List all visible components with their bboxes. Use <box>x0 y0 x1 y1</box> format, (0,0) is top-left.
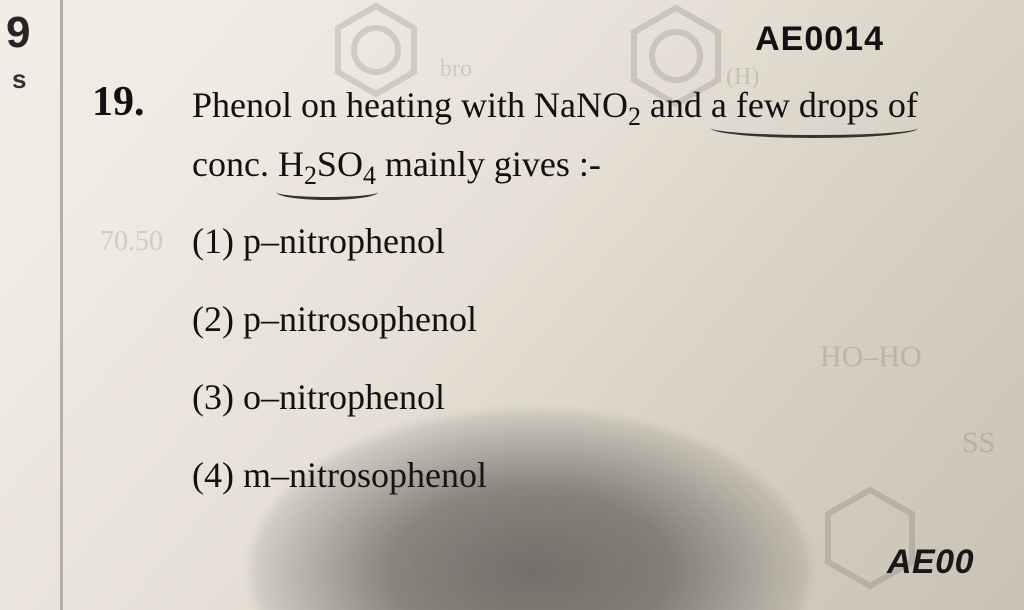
worksheet-page: 9 s bro (H) 70.50 HO–HO SS AE0014 19. Ph… <box>0 0 1024 610</box>
svg-text:70.50: 70.50 <box>100 226 163 257</box>
option-3: (3) o–nitrophenol <box>192 376 984 418</box>
option-text: m–nitrosophenol <box>243 455 487 495</box>
option-text: o–nitrophenol <box>243 377 445 417</box>
option-1: (1) p–nitrophenol <box>192 220 984 262</box>
option-num: (1) <box>192 221 234 261</box>
option-num: (2) <box>192 299 234 339</box>
page-corner-letter: s <box>12 64 26 95</box>
q-line1-mid: and <box>641 85 711 125</box>
option-4: (4) m–nitrosophenol <box>192 454 984 496</box>
q-line2-tail: mainly gives :- <box>376 144 601 184</box>
reagent-nano2: NaNO2 <box>534 85 641 125</box>
underlined-phrase: a few drops of <box>711 78 918 134</box>
question-code-bottom: AE00 <box>887 543 974 582</box>
q-line2-prefix: conc. <box>192 144 278 184</box>
binding-line <box>60 0 63 610</box>
question-number: 19. <box>92 78 145 126</box>
reagent-h2so4: H2SO4 <box>278 137 376 196</box>
question-line-1: Phenol on heating with NaNO2 and a few d… <box>192 78 984 137</box>
question-line-2: conc. H2SO4 mainly gives :- <box>192 137 984 196</box>
option-text: p–nitrophenol <box>243 221 445 261</box>
question-text: Phenol on heating with NaNO2 and a few d… <box>192 78 984 197</box>
options-list: (1) p–nitrophenol (2) p–nitrosophenol (3… <box>192 220 984 532</box>
q-line1-prefix: Phenol on heating with <box>192 85 534 125</box>
option-num: (3) <box>192 377 234 417</box>
question-code-top: AE0014 <box>755 20 884 59</box>
option-num: (4) <box>192 455 234 495</box>
option-2: (2) p–nitrosophenol <box>192 298 984 340</box>
option-text: p–nitrosophenol <box>243 299 477 339</box>
page-corner-number: 9 <box>6 8 30 58</box>
left-margin: 9 s <box>0 0 44 610</box>
